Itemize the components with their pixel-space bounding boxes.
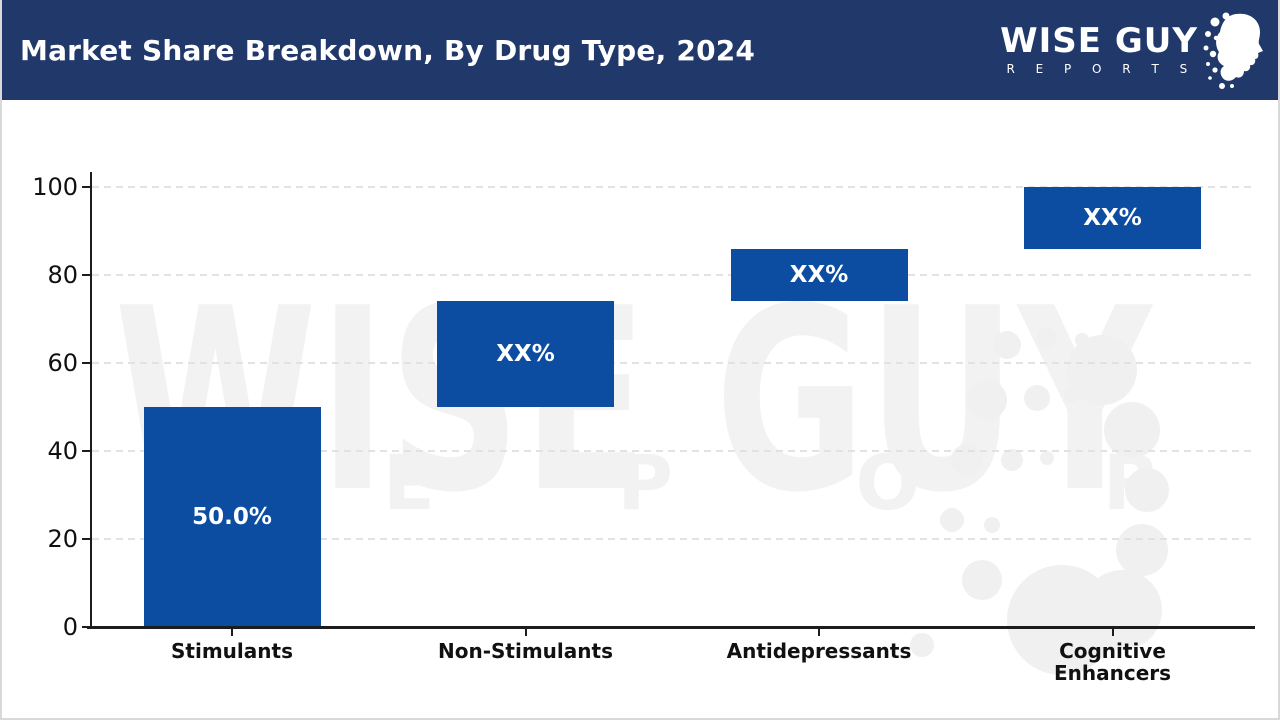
y-tick-label: 60: [47, 349, 78, 377]
bar-antidepressants: XX%: [730, 248, 908, 302]
bar-non-stimulants: XX%: [437, 301, 614, 407]
header-bar: Market Share Breakdown, By Drug Type, 20…: [2, 0, 1278, 100]
watermark-secondary-text: R E P O R T S: [142, 438, 1278, 527]
y-tick-label: 20: [47, 525, 78, 553]
gridline: [92, 362, 1255, 364]
wiseguy-logo-text: WISE GUY R E P O R T S: [1000, 21, 1198, 76]
x-tick-mark: [524, 629, 527, 636]
y-tick-label: 100: [32, 173, 78, 201]
wiseguy-logo: WISE GUY R E P O R T S: [1000, 6, 1264, 94]
gridline: [92, 538, 1255, 540]
y-axis-spine: [90, 172, 92, 628]
y-tick-label: 80: [47, 261, 78, 289]
gridline: [92, 274, 1255, 276]
y-tick-label: 0: [62, 613, 78, 641]
plot-area: WISE GUY R E P O R T S 02040608010050.0%…: [2, 100, 1278, 718]
y-tick-label: 40: [47, 437, 78, 465]
y-tick-mark: [82, 362, 90, 364]
x-tick-label-non-stimulants: Non-Stimulants: [438, 639, 613, 663]
x-tick-mark: [818, 629, 820, 636]
page-title: Market Share Breakdown, By Drug Type, 20…: [20, 33, 756, 67]
bar-value-label: XX%: [496, 341, 555, 368]
wiseguy-dotted-head-watermark-icon: [910, 328, 1169, 675]
y-tick-mark: [82, 186, 90, 188]
bar-value-label: 50.0%: [192, 504, 272, 530]
y-tick-mark: [82, 274, 90, 276]
x-axis-spine: [87, 626, 1255, 629]
bar-value-label: XX%: [789, 261, 849, 288]
bar-value-label: XX%: [1083, 204, 1142, 231]
y-tick-mark: [82, 450, 90, 452]
bar-cognitive-enhancers: XX%: [1024, 187, 1201, 249]
y-tick-mark: [82, 626, 90, 628]
logo-primary-text: WISE GUY: [1000, 21, 1198, 62]
logo-secondary-text: R E P O R T S: [1006, 61, 1196, 76]
bar-stimulants: 50.0%: [143, 407, 321, 627]
x-tick-label-stimulants: Stimulants: [171, 639, 293, 663]
x-tick-label-antidepressants: Antidepressants: [726, 639, 912, 663]
gridline: [92, 450, 1255, 452]
y-tick-mark: [82, 538, 90, 540]
x-tick-label-cognitive-enhancers: Cognitive Enhancers: [1053, 639, 1172, 685]
wiseguy-head-icon: [1203, 12, 1263, 89]
x-tick-mark: [1111, 629, 1114, 636]
gridline: [92, 186, 1255, 188]
x-tick-mark: [231, 629, 233, 636]
